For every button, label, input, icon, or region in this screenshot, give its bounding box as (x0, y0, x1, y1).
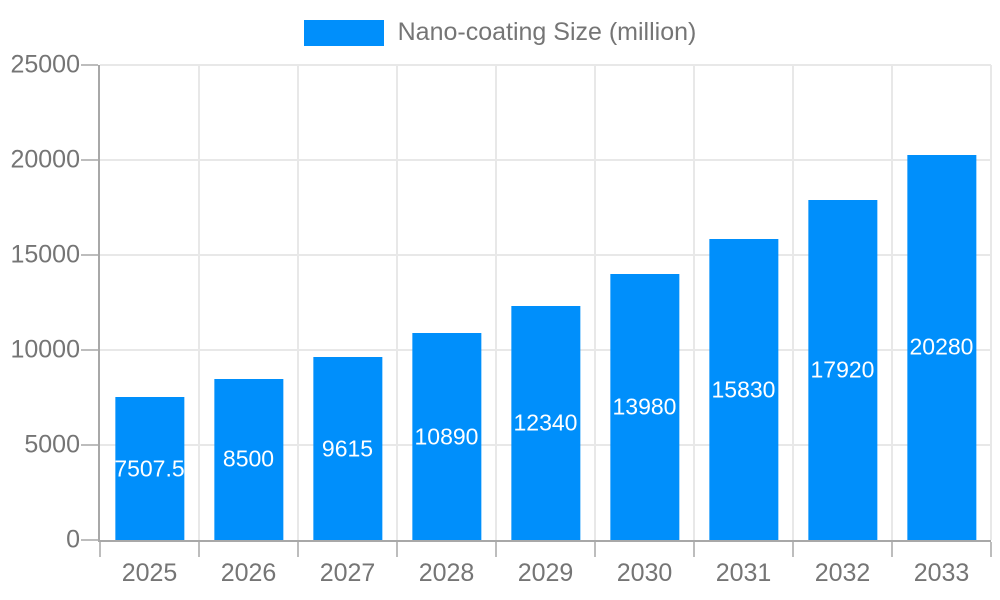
bar[interactable]: 12340 (510, 305, 581, 540)
v-gridlines (100, 65, 992, 540)
v-gridline (891, 65, 893, 540)
bar-value-label: 7507.5 (114, 455, 185, 482)
y-axis-label: 5000 (24, 430, 80, 459)
x-tick (395, 542, 398, 557)
bar-value-label: 17920 (810, 356, 875, 383)
bar[interactable]: 10890 (411, 333, 482, 540)
x-tick (198, 542, 200, 557)
bar[interactable]: 9615 (312, 357, 383, 540)
v-gridline (692, 65, 695, 540)
h-gridline (100, 159, 991, 161)
x-axis-label: 2030 (616, 559, 673, 587)
bar-column: 13980 (595, 65, 694, 540)
bar[interactable]: 17920 (807, 199, 878, 540)
bar-value-label: 20280 (909, 333, 974, 360)
bar-value-label: 10890 (414, 423, 479, 450)
y-axis-label: 20000 (10, 145, 80, 174)
legend-swatch (303, 19, 384, 46)
bar[interactable]: 20280 (906, 154, 977, 540)
y-axis-label: 25000 (10, 50, 80, 79)
v-gridline (395, 65, 398, 540)
y-tick (81, 64, 98, 66)
x-tick (792, 542, 794, 557)
plot-area: 0 5000 10000 15000 20000 25000 7507.5 8500 9615… (10, 52, 992, 587)
bar[interactable]: 7507.5 (114, 397, 185, 540)
y-ticks (81, 64, 991, 541)
x-tick (990, 542, 992, 557)
bar-value-label: 13980 (612, 393, 677, 420)
bar-column: 10890 (397, 65, 496, 540)
y-axis-label: 10000 (10, 335, 80, 364)
x-tick (99, 542, 101, 557)
bar[interactable]: 8500 (213, 378, 284, 540)
v-gridline (792, 65, 794, 540)
bars-layer: 7507.5 8500 9615 10890 12340 13980 15830 17920 2… (100, 65, 991, 540)
x-axis-label: 2029 (517, 559, 574, 587)
y-axis-labels: 0 5000 10000 15000 20000 25000 (10, 52, 991, 552)
x-axis-label: 2033 (913, 559, 970, 587)
x-tick (891, 542, 893, 557)
bar-value-label: 12340 (513, 409, 578, 436)
bar-column: 9615 (298, 65, 397, 540)
y-axis-label: 15000 (10, 240, 80, 269)
bar-column: 20280 (892, 65, 991, 540)
bar-column: 17920 (793, 65, 892, 540)
v-gridline (297, 65, 299, 540)
bar-column: 7507.5 (100, 65, 199, 540)
bar-value-label: 8500 (222, 445, 275, 472)
y-tick (81, 539, 98, 541)
x-axis-label: 2031 (715, 559, 772, 587)
y-tick (81, 159, 98, 161)
v-gridline (198, 65, 200, 540)
legend: Nano-coating Size (million) (0, 18, 1000, 47)
y-tick (81, 254, 98, 256)
legend-item[interactable]: Nano-coating Size (million) (303, 18, 697, 47)
x-axis-labels: 2025 2026 2027 2028 2029 2030 2031 2032 2033 (100, 559, 991, 588)
v-gridline (495, 65, 497, 540)
bar[interactable]: 13980 (609, 274, 680, 540)
x-axis-label: 2032 (814, 559, 871, 587)
x-axis-label: 2027 (319, 559, 376, 587)
v-gridline (990, 65, 992, 540)
v-gridline (594, 65, 596, 540)
bar[interactable]: 15830 (708, 239, 779, 540)
bar-column: 15830 (694, 65, 793, 540)
x-tick (495, 542, 497, 557)
y-axis-label: 0 (66, 525, 80, 554)
x-axis-line (98, 540, 991, 542)
bar-column: 12340 (496, 65, 595, 540)
h-gridline (100, 64, 991, 66)
y-tick (81, 349, 98, 351)
x-tick (594, 542, 596, 557)
x-axis-label: 2026 (220, 559, 277, 587)
x-tick (297, 542, 299, 557)
bar-column: 8500 (199, 65, 298, 540)
y-axis-line (98, 65, 100, 542)
x-ticks (99, 65, 992, 557)
bar-value-label: 9615 (321, 435, 374, 462)
x-tick (692, 542, 695, 557)
y-tick (81, 444, 98, 446)
bar-value-label: 15830 (711, 376, 776, 403)
h-gridline (100, 254, 991, 256)
legend-label: Nano-coating Size (million) (397, 18, 697, 46)
x-axis-label: 2028 (418, 559, 475, 587)
x-axis-label: 2025 (121, 559, 178, 587)
